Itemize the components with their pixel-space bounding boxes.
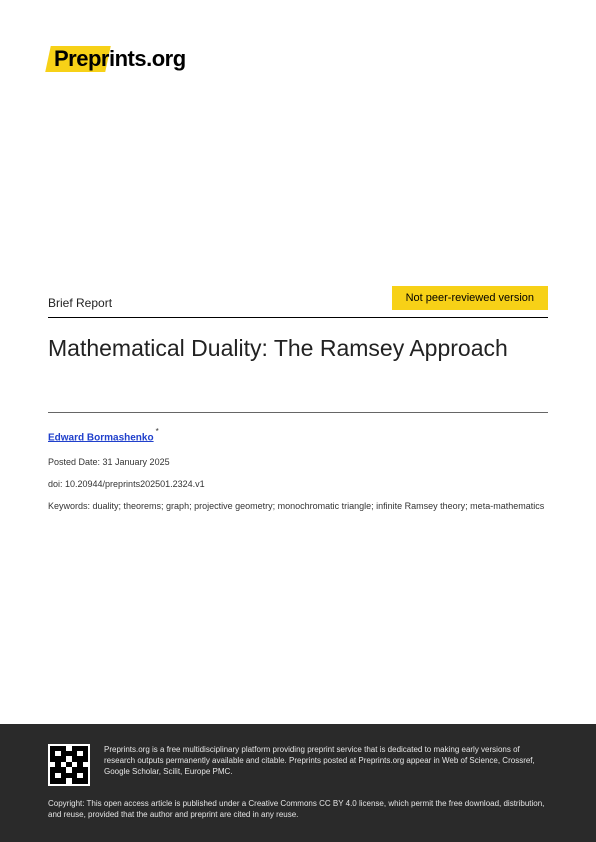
logo-text: Preprints.org	[54, 46, 186, 71]
peer-review-badge: Not peer-reviewed version	[392, 286, 548, 310]
author-line: Edward Bormashenko*	[48, 427, 548, 445]
doi: doi: 10.20944/preprints202501.2324.v1	[48, 479, 548, 489]
posted-date: Posted Date: 31 January 2025	[48, 457, 548, 467]
footer-description: Preprints.org is a free multidisciplinar…	[104, 744, 548, 786]
keywords: Keywords: duality; theorems; graph; proj…	[48, 501, 548, 511]
paper-title: Mathematical Duality: The Ramsey Approac…	[48, 334, 548, 364]
divider-top	[48, 317, 548, 318]
qr-code-icon	[48, 744, 90, 786]
page-footer: Preprints.org is a free multidisciplinar…	[0, 724, 596, 842]
divider-author	[48, 412, 548, 413]
author-link[interactable]: Edward Bormashenko	[48, 432, 154, 443]
footer-copyright: Copyright: This open access article is p…	[48, 798, 548, 820]
site-logo: Preprints.org	[48, 42, 196, 76]
corresponding-asterisk: *	[156, 427, 159, 436]
report-type: Brief Report	[48, 296, 112, 310]
